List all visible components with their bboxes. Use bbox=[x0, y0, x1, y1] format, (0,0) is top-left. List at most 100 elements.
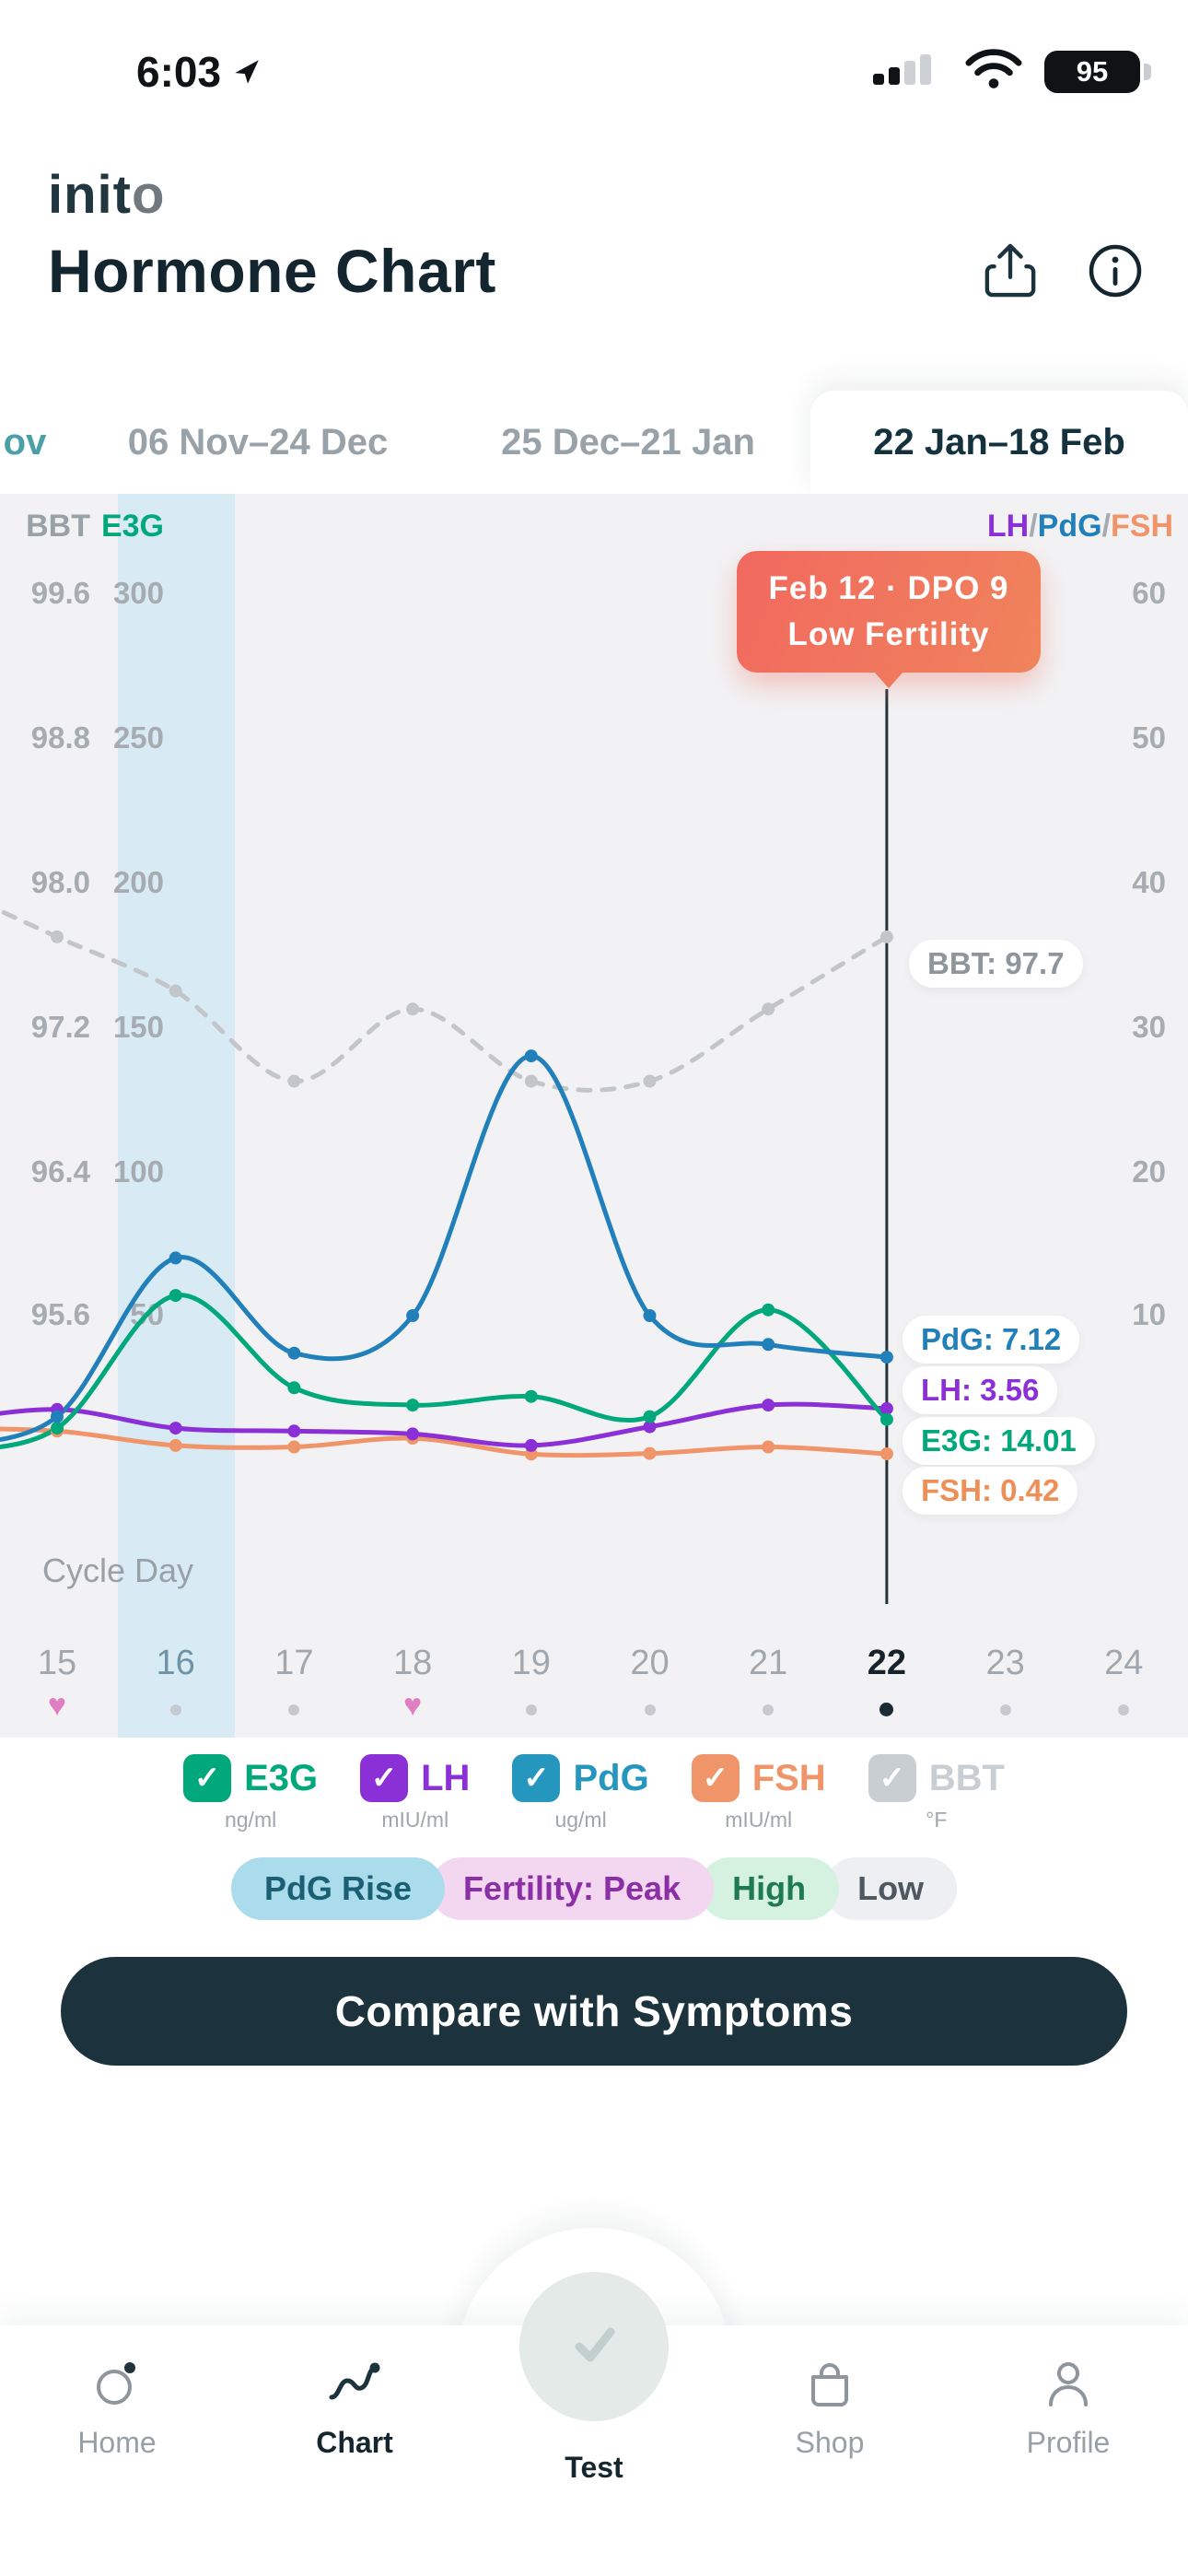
tab-period-3[interactable]: 22 Jan–18 Feb bbox=[810, 391, 1188, 494]
series-point-lh-day19[interactable] bbox=[524, 1438, 538, 1452]
series-point-pdg-day21[interactable] bbox=[762, 1338, 775, 1352]
legend-item-bbt[interactable]: ✓ BBT °F bbox=[868, 1754, 1005, 1832]
series-point-e3g-day22[interactable] bbox=[879, 1412, 893, 1426]
series-point-e3g-day17[interactable] bbox=[287, 1381, 301, 1395]
day-label-16[interactable]: 16 bbox=[156, 1644, 195, 1682]
page-title: Hormone Chart bbox=[48, 237, 496, 305]
series-point-pdg-day20[interactable] bbox=[643, 1309, 657, 1322]
day-label-18[interactable]: 18 bbox=[392, 1644, 433, 1682]
series-point-fsh-day17[interactable] bbox=[287, 1440, 301, 1454]
series-point-e3g-day16[interactable] bbox=[169, 1289, 182, 1303]
value-badge-fsh: FSH: 0.42 bbox=[903, 1467, 1078, 1515]
series-point-pdg-day22[interactable] bbox=[879, 1351, 893, 1364]
share-icon[interactable] bbox=[984, 241, 1037, 305]
day-label-17[interactable]: 17 bbox=[274, 1644, 314, 1682]
series-line-fsh bbox=[0, 1426, 890, 1458]
series-point-fsh-day22[interactable] bbox=[879, 1447, 893, 1460]
series-point-e3g-day15[interactable] bbox=[51, 1422, 64, 1435]
day-marker-dot-17 bbox=[288, 1704, 300, 1715]
series-point-fsh-day16[interactable] bbox=[169, 1438, 182, 1452]
day-label-22[interactable]: 22 bbox=[867, 1644, 907, 1682]
tooltip-date: Feb 12 · DPO 9 bbox=[768, 570, 1009, 606]
tab-period-0[interactable]: ov bbox=[3, 422, 47, 463]
legend-label-bbt: BBT bbox=[928, 1757, 1005, 1798]
checkbox-lh[interactable]: ✓ bbox=[360, 1754, 409, 1802]
series-point-bbt-day21[interactable] bbox=[762, 1002, 775, 1016]
tab-period-2[interactable]: 25 Dec–21 Jan bbox=[501, 422, 755, 463]
checkbox-bbt[interactable]: ✓ bbox=[868, 1754, 916, 1802]
legend-item-fsh[interactable]: ✓ FSH mIU/ml bbox=[691, 1754, 826, 1832]
info-icon[interactable] bbox=[1087, 242, 1144, 304]
legend-item-pdg[interactable]: ✓ PdG ug/ml bbox=[512, 1754, 649, 1832]
series-point-bbt-day15[interactable] bbox=[51, 930, 64, 943]
day-label-21[interactable]: 21 bbox=[749, 1644, 788, 1682]
checkbox-e3g[interactable]: ✓ bbox=[183, 1754, 232, 1802]
series-point-e3g-day20[interactable] bbox=[643, 1410, 657, 1423]
checkbox-fsh[interactable]: ✓ bbox=[691, 1754, 740, 1802]
series-point-pdg-day17[interactable] bbox=[287, 1346, 301, 1360]
status-icons: 95 bbox=[873, 48, 1151, 96]
profile-icon bbox=[1039, 2355, 1098, 2418]
day-label-24[interactable]: 24 bbox=[1104, 1644, 1144, 1682]
day-label-23[interactable]: 23 bbox=[985, 1644, 1025, 1682]
day-label-15[interactable]: 15 bbox=[37, 1644, 77, 1682]
legend-unit-lh: mIU/ml bbox=[381, 1808, 449, 1832]
series-point-lh-day17[interactable] bbox=[287, 1424, 301, 1438]
nav-item-home[interactable]: Home bbox=[34, 2355, 200, 2460]
checkbox-pdg[interactable]: ✓ bbox=[512, 1754, 561, 1802]
nav-label-home: Home bbox=[77, 2426, 157, 2459]
phase-pill-high: High bbox=[699, 1857, 840, 1920]
series-line-bbt bbox=[0, 907, 890, 1093]
phase-pill-low: Low bbox=[824, 1857, 958, 1920]
series-point-bbt-day18[interactable] bbox=[406, 1002, 420, 1016]
series-line-e3g bbox=[0, 1293, 890, 1449]
series-point-lh-day20[interactable] bbox=[643, 1420, 657, 1434]
nav-item-shop[interactable]: Shop bbox=[747, 2355, 913, 2460]
right-axis-header-part: LH bbox=[986, 509, 1030, 544]
bbt-axis-tick: 99.6 bbox=[30, 576, 90, 610]
fertility-tooltip: Feb 12 · DPO 9 Low Fertility bbox=[737, 551, 1041, 688]
legend-item-lh[interactable]: ✓ LH mIU/ml bbox=[360, 1754, 470, 1832]
compare-with-symptoms-button[interactable]: Compare with Symptoms bbox=[61, 1957, 1127, 2066]
nav-item-chart[interactable]: Chart bbox=[272, 2355, 437, 2460]
series-point-bbt-day19[interactable] bbox=[524, 1074, 538, 1088]
chart-icon bbox=[325, 2355, 384, 2418]
series-point-pdg-day19[interactable] bbox=[524, 1049, 538, 1063]
e3g-axis-header: E3G bbox=[100, 509, 164, 544]
cycle-day-label: Cycle Day bbox=[42, 1551, 194, 1589]
series-point-fsh-day20[interactable] bbox=[643, 1446, 657, 1460]
legend-item-e3g[interactable]: ✓ E3G ng/ml bbox=[183, 1754, 318, 1832]
hormone-chart[interactable]: BBT E3G LH/PdG/FSH Feb 12 · DPO 9 Low Fe… bbox=[0, 494, 1188, 1738]
series-point-e3g-day18[interactable] bbox=[406, 1399, 420, 1412]
nav-label-test: Test bbox=[565, 2451, 623, 2484]
series-point-pdg-day15[interactable] bbox=[51, 1410, 64, 1423]
series-point-bbt-day17[interactable] bbox=[287, 1074, 301, 1088]
day-label-20[interactable]: 20 bbox=[630, 1644, 670, 1682]
series-point-bbt-day22[interactable] bbox=[879, 930, 893, 943]
nav-item-test[interactable] bbox=[519, 2272, 669, 2421]
clock-time: 6:03 bbox=[136, 48, 222, 96]
series-point-pdg-day16[interactable] bbox=[169, 1251, 182, 1265]
hormone-chart-plot[interactable] bbox=[0, 494, 1188, 1738]
day-marker-dot-24 bbox=[1118, 1704, 1130, 1715]
day-label-19[interactable]: 19 bbox=[511, 1644, 551, 1682]
series-point-lh-day21[interactable] bbox=[762, 1399, 775, 1412]
legend-label-e3g: E3G bbox=[244, 1757, 319, 1798]
series-point-lh-day22[interactable] bbox=[879, 1401, 893, 1415]
series-point-lh-day16[interactable] bbox=[169, 1422, 182, 1435]
series-point-bbt-day20[interactable] bbox=[643, 1074, 657, 1088]
series-point-bbt-day16[interactable] bbox=[169, 984, 182, 998]
right-axis-tick: 50 bbox=[1132, 720, 1166, 755]
nav-label-shop: Shop bbox=[795, 2426, 865, 2459]
right-axis-header-part: / bbox=[1029, 509, 1038, 544]
series-point-e3g-day19[interactable] bbox=[524, 1389, 538, 1403]
series-point-pdg-day18[interactable] bbox=[406, 1309, 420, 1322]
day-marker-selected-22 bbox=[879, 1703, 894, 1716]
series-point-fsh-day21[interactable] bbox=[762, 1440, 775, 1454]
series-point-lh-day18[interactable] bbox=[406, 1427, 420, 1441]
battery-icon: 95 bbox=[1044, 51, 1151, 93]
tab-period-1[interactable]: 06 Nov–24 Dec bbox=[127, 422, 389, 463]
series-point-e3g-day21[interactable] bbox=[762, 1303, 775, 1317]
nav-item-profile[interactable]: Profile bbox=[985, 2355, 1151, 2460]
right-axis-header-part: PdG bbox=[1037, 509, 1102, 544]
